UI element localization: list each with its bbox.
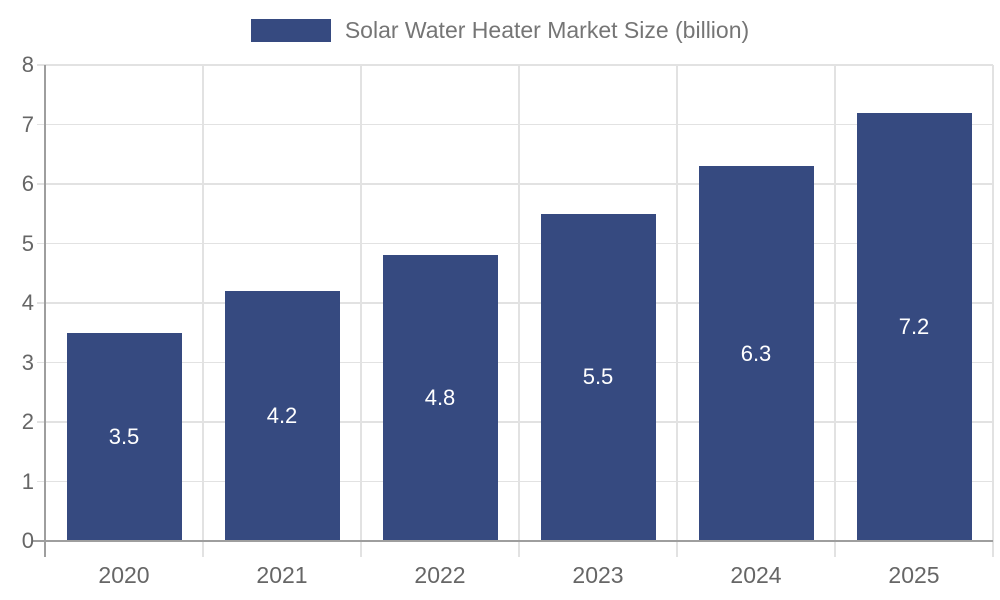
- bar-value-label: 6.3: [740, 340, 772, 366]
- bar: [856, 112, 972, 541]
- gridline-horizontal: [37, 242, 993, 245]
- y-tick-label: 2: [21, 409, 34, 434]
- gridline-horizontal: [37, 123, 993, 126]
- bar: [698, 166, 814, 541]
- bar-value-label: 4.2: [266, 403, 298, 429]
- y-tick-label: 3: [21, 349, 34, 375]
- gridline-horizontal: [37, 361, 993, 364]
- x-tick-label: 2021: [256, 562, 308, 588]
- bar: [382, 255, 498, 541]
- gridline-horizontal: [37, 480, 993, 483]
- gridline-vertical: [360, 65, 362, 557]
- x-tick-label: 2024: [730, 562, 782, 588]
- bar: [540, 213, 656, 541]
- gridline-vertical: [518, 65, 520, 557]
- bar-value-label: 7.2: [898, 313, 930, 339]
- gridline-horizontal: [37, 302, 993, 304]
- gridline-vertical: [676, 65, 678, 557]
- x-tick-label: 2025: [888, 562, 940, 588]
- gridline-horizontal: [37, 421, 993, 423]
- gridline-horizontal: [37, 183, 993, 185]
- bar: [66, 332, 182, 541]
- legend-label: Solar Water Heater Market Size (billion): [344, 16, 750, 43]
- y-tick-label: 8: [21, 52, 34, 77]
- gridline-vertical: [202, 65, 204, 557]
- bar-value-label: 3.5: [108, 423, 140, 449]
- bar: [224, 291, 340, 541]
- y-tick-label: 5: [21, 230, 34, 256]
- x-tick-label: 2022: [414, 562, 466, 588]
- legend-swatch: [250, 18, 331, 42]
- gridline-horizontal: [37, 64, 993, 66]
- x-tick-label: 2023: [572, 562, 624, 588]
- y-tick-label: 0: [21, 528, 34, 553]
- x-tick-label: 2020: [98, 562, 150, 588]
- y-tick-label: 1: [21, 468, 34, 494]
- gridline-vertical: [992, 65, 994, 557]
- chart-legend: Solar Water Heater Market Size (billion): [0, 17, 1000, 43]
- y-tick-label: 4: [21, 290, 34, 315]
- y-tick-label: 7: [21, 111, 34, 137]
- gridline-vertical: [834, 65, 836, 557]
- bar-value-label: 4.8: [424, 385, 456, 411]
- bar-value-label: 5.5: [582, 364, 614, 390]
- x-axis-line: [33, 539, 993, 542]
- y-axis-line: [44, 65, 46, 557]
- y-tick-label: 6: [21, 171, 34, 196]
